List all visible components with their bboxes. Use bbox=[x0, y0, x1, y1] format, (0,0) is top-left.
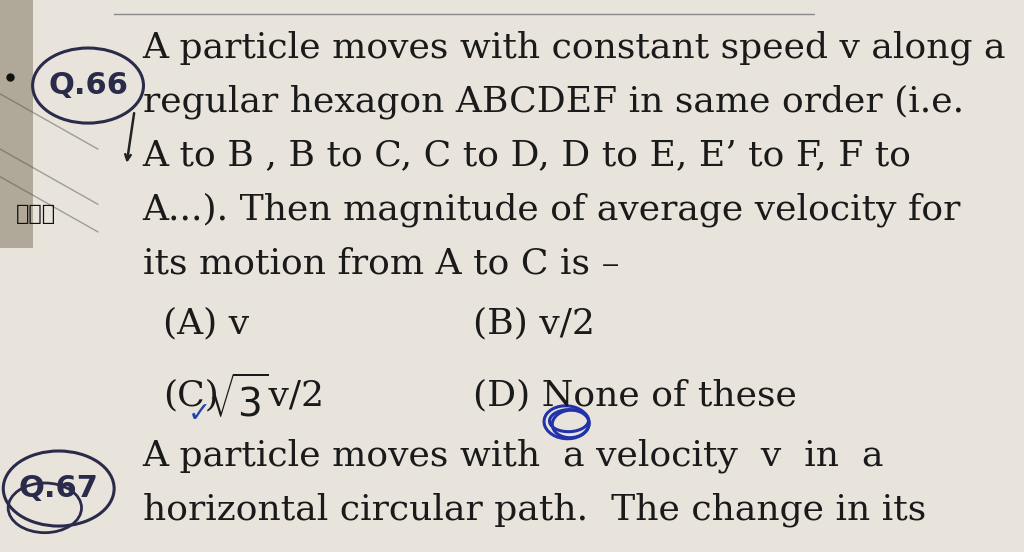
Text: A particle moves with constant speed v along a: A particle moves with constant speed v a… bbox=[142, 30, 1007, 65]
Text: Q.66: Q.66 bbox=[48, 71, 128, 100]
Text: $\sqrt{3}$: $\sqrt{3}$ bbox=[208, 375, 268, 424]
Text: A particle moves with  a velocity  v  in  a: A particle moves with a velocity v in a bbox=[142, 439, 884, 474]
Text: Q.67: Q.67 bbox=[18, 474, 98, 503]
Bar bbox=[0, 0, 33, 248]
Text: A to B , B to C, C to D, D to E, E’ to F, F to: A to B , B to C, C to D, D to E, E’ to F… bbox=[142, 139, 911, 173]
Text: (B) v/2: (B) v/2 bbox=[473, 306, 595, 341]
Text: (D) None of these: (D) None of these bbox=[473, 378, 797, 412]
Text: horizontal circular path.  The change in its: horizontal circular path. The change in … bbox=[142, 493, 926, 528]
Text: (A) v: (A) v bbox=[163, 306, 249, 341]
Text: ✓: ✓ bbox=[187, 400, 211, 428]
Text: regular hexagon ABCDEF in same order (i.e.: regular hexagon ABCDEF in same order (i.… bbox=[142, 84, 964, 119]
Text: its motion from A to C is –: its motion from A to C is – bbox=[142, 247, 620, 281]
Text: (C): (C) bbox=[163, 378, 219, 412]
Text: सनम: सनम bbox=[16, 204, 56, 224]
Text: A...). Then magnitude of average velocity for: A...). Then magnitude of average velocit… bbox=[142, 193, 962, 227]
Text: v/2: v/2 bbox=[257, 378, 324, 412]
